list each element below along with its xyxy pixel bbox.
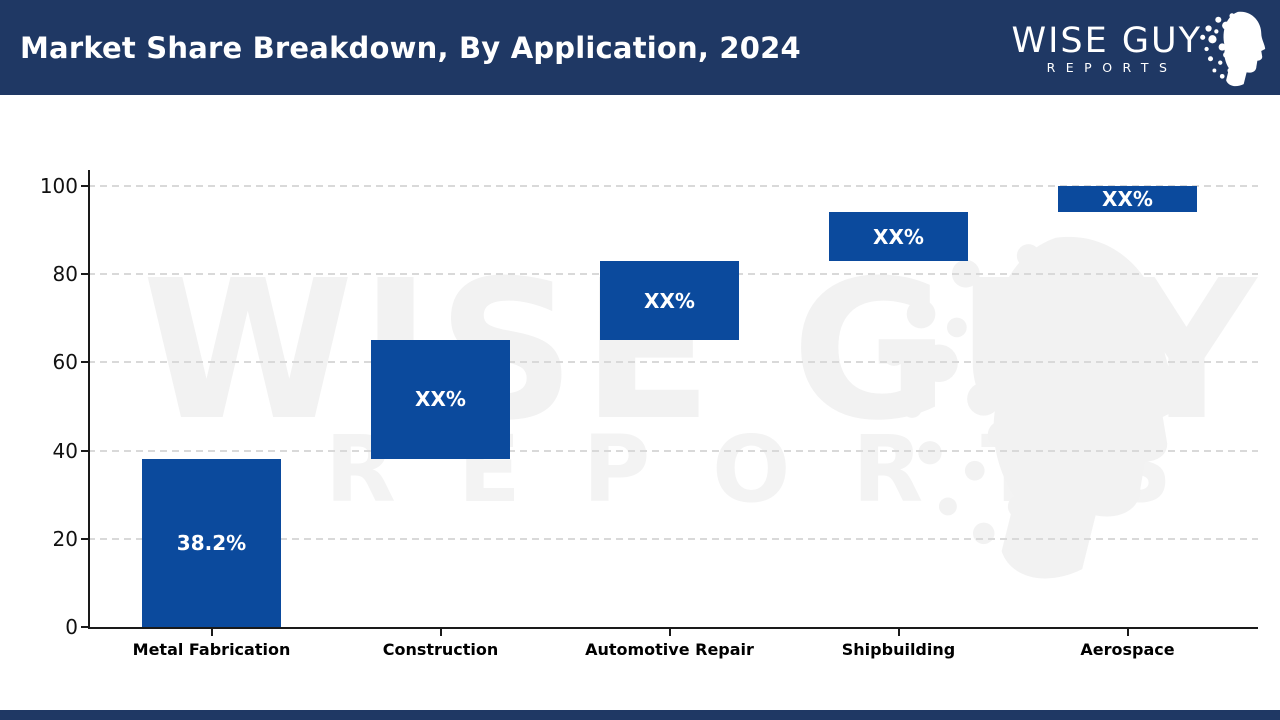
brand-logo: WISE GUY REPORTS — [1011, 6, 1268, 92]
y-tick-label-20: 20 — [52, 526, 78, 551]
bar-value-label-construction: XX% — [415, 387, 466, 412]
x-tick-mark-automotive-repair — [668, 629, 671, 636]
brand-logo-text: WISE GUY REPORTS — [1011, 22, 1202, 76]
x-category-label-construction: Construction — [382, 640, 499, 659]
y-tick-label-40: 40 — [52, 438, 78, 463]
y-tick-label-80: 80 — [52, 262, 78, 287]
gridline-40 — [88, 449, 1258, 452]
brand-subname: REPORTS — [1046, 60, 1178, 75]
bar-value-label-shipbuilding: XX% — [873, 224, 924, 249]
y-axis-line — [88, 170, 90, 629]
gridline-100 — [88, 185, 1258, 187]
x-category-label-metal-fabrication: Metal Fabrication — [132, 640, 291, 659]
y-tick-mark-40 — [81, 449, 88, 452]
bar-value-label-metal-fabrication: 38.2% — [176, 530, 247, 555]
y-tick-mark-20 — [81, 537, 88, 540]
header-bar: Market Share Breakdown, By Application, … — [0, 0, 1280, 95]
bar-shipbuilding: XX% — [829, 212, 968, 261]
y-tick-mark-80 — [81, 273, 88, 276]
brand-name: WISE GUY — [1011, 21, 1202, 61]
x-category-label-automotive-repair: Automotive Repair — [585, 640, 754, 659]
x-tick-mark-aerospace — [1126, 629, 1129, 636]
x-category-label-shipbuilding: Shipbuilding — [841, 640, 956, 659]
gridline-20 — [88, 537, 1258, 540]
x-tick-mark-construction — [439, 629, 442, 636]
y-tick-mark-0 — [81, 626, 88, 628]
bar-aerospace: XX% — [1058, 186, 1197, 213]
bar-value-label-automotive-repair: XX% — [644, 288, 695, 313]
brand-face-icon — [1200, 11, 1266, 87]
gridline-60 — [88, 361, 1258, 364]
y-tick-label-0: 0 — [65, 615, 78, 639]
bar-metal-fabrication: 38.2% — [142, 458, 281, 627]
y-tick-label-60: 60 — [52, 350, 78, 375]
y-tick-mark-100 — [81, 185, 88, 187]
y-tick-label-100: 100 — [39, 174, 78, 198]
footer-bar — [0, 710, 1280, 720]
bar-construction: XX% — [371, 340, 510, 459]
y-tick-mark-60 — [81, 361, 88, 364]
bar-value-label-aerospace: XX% — [1102, 187, 1153, 212]
x-category-label-aerospace: Aerospace — [1080, 640, 1175, 659]
chart-title: Market Share Breakdown, By Application, … — [20, 30, 801, 65]
x-axis-line — [88, 627, 1258, 629]
x-tick-mark-metal-fabrication — [210, 629, 213, 636]
bar-automotive-repair: XX% — [600, 260, 739, 341]
x-tick-mark-shipbuilding — [897, 629, 900, 636]
